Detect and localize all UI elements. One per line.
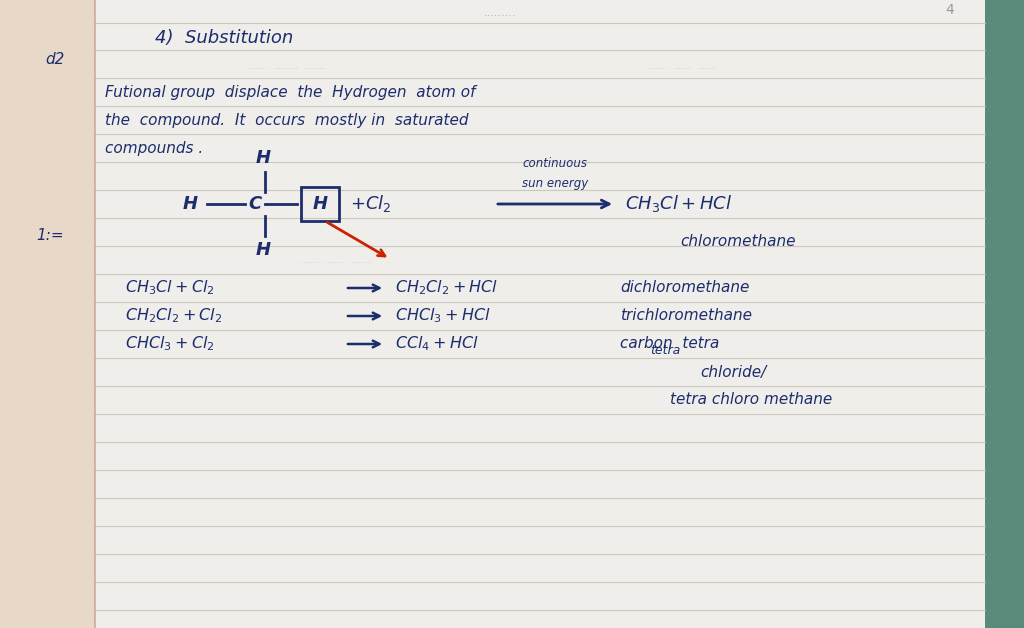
Text: $\mathit{CHCl_3 + Cl_2}$: $\mathit{CHCl_3 + Cl_2}$ (125, 335, 215, 354)
Bar (985, 0, 1024, 628)
Text: $\mathit{CCl_4 + HCl}$: $\mathit{CCl_4 + HCl}$ (395, 335, 478, 354)
Bar (301, 187, 339, 221)
Text: carbon  tetra: carbon tetra (620, 337, 720, 352)
Text: $\mathit{CH_2Cl_2 + HCl}$: $\mathit{CH_2Cl_2 + HCl}$ (395, 279, 499, 297)
Text: chloromethane: chloromethane (680, 234, 796, 249)
Text: $\mathit{+ Cl_2}$: $\mathit{+ Cl_2}$ (350, 193, 391, 215)
Text: chloride/: chloride/ (700, 364, 766, 379)
Text: tetra chloro methane: tetra chloro methane (670, 392, 833, 408)
Text: continuous: continuous (522, 158, 588, 170)
Text: ......  ........  .......: ...... ........ ....... (250, 61, 326, 71)
Text: ......  .......  .......: ...... ....... ....... (300, 255, 373, 265)
Text: C: C (249, 195, 261, 213)
Text: trichloromethane: trichloromethane (620, 308, 752, 323)
Text: the  compound.  It  occurs  mostly in  saturated: the compound. It occurs mostly in satura… (105, 112, 469, 127)
Text: H: H (255, 241, 270, 259)
Text: $\mathit{CHCl_3 + HCl}$: $\mathit{CHCl_3 + HCl}$ (395, 306, 490, 325)
Text: $\mathit{CH_3Cl + Cl_2}$: $\mathit{CH_3Cl + Cl_2}$ (125, 279, 215, 297)
Text: tetra: tetra (650, 344, 680, 357)
Text: 1:=: 1:= (36, 229, 63, 244)
Bar (0, 0, 95, 628)
Text: $\mathit{CH_2Cl_2 + Cl_2}$: $\mathit{CH_2Cl_2 + Cl_2}$ (125, 306, 222, 325)
Text: sun energy: sun energy (522, 178, 588, 190)
Text: ......  ......  ......: ...... ...... ...... (650, 61, 717, 71)
Text: 4: 4 (945, 3, 954, 17)
Text: d2: d2 (45, 53, 65, 67)
Text: dichloromethane: dichloromethane (620, 281, 750, 296)
Text: H: H (182, 195, 198, 213)
Text: compounds .: compounds . (105, 141, 203, 156)
Text: $\mathit{CH_3Cl + HCl}$: $\mathit{CH_3Cl + HCl}$ (625, 193, 732, 215)
Text: H: H (255, 149, 270, 167)
Text: .........: ......... (483, 8, 516, 18)
Text: Futional group  displace  the  Hydrogen  atom of: Futional group displace the Hydrogen ato… (105, 85, 475, 99)
Text: 4)  Substitution: 4) Substitution (155, 29, 293, 47)
Text: H: H (312, 195, 328, 213)
